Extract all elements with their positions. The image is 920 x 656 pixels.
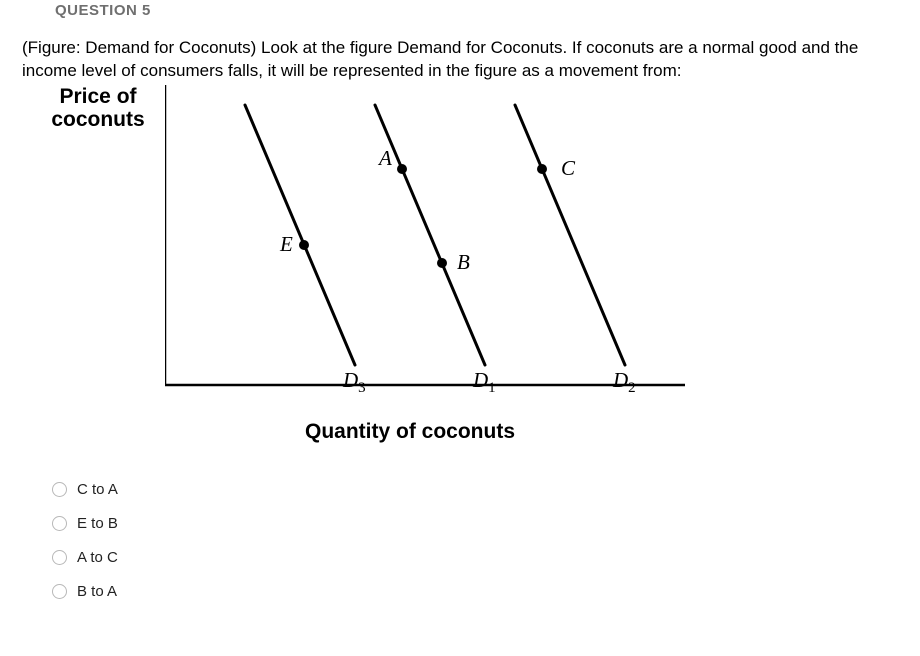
option-row[interactable]: B to A	[52, 575, 900, 609]
demand-curve-D2	[515, 105, 625, 365]
point-label-C: C	[561, 156, 576, 180]
radio-icon[interactable]	[52, 550, 67, 565]
curve-label-D2: D2	[612, 368, 636, 396]
question-prompt: (Figure: Demand for Coconuts) Look at th…	[22, 37, 898, 83]
radio-icon[interactable]	[52, 482, 67, 497]
option-label: A to C	[77, 549, 118, 566]
x-axis-label: Quantity of coconuts	[305, 420, 515, 444]
answer-options: C to A E to B A to C B to A	[52, 473, 900, 609]
curve-label-D3: D3	[342, 368, 366, 396]
question-header: QUESTION 5	[55, 2, 900, 19]
point-label-A: A	[377, 146, 392, 170]
point-B	[437, 258, 447, 268]
point-label-B: B	[457, 250, 470, 274]
option-row[interactable]: A to C	[52, 541, 900, 575]
option-row[interactable]: C to A	[52, 473, 900, 507]
point-E	[299, 240, 309, 250]
demand-curve-D1	[375, 105, 485, 365]
point-label-E: E	[279, 232, 293, 256]
curve-label-D1: D1	[472, 368, 496, 396]
option-label: C to A	[77, 481, 118, 498]
option-row[interactable]: E to B	[52, 507, 900, 541]
chart-svg: D3 D1 D2 A B C E	[165, 85, 705, 405]
radio-icon[interactable]	[52, 584, 67, 599]
figure-demand-coconuts: Price of coconuts D3D1D2ABCE Quantity of…	[70, 85, 710, 455]
point-A	[397, 164, 407, 174]
demand-curve-D3	[245, 105, 355, 365]
option-label: E to B	[77, 515, 118, 532]
point-C	[537, 164, 547, 174]
radio-icon[interactable]	[52, 516, 67, 531]
option-label: B to A	[77, 583, 117, 600]
y-axis-label: Price of coconuts	[38, 85, 158, 131]
